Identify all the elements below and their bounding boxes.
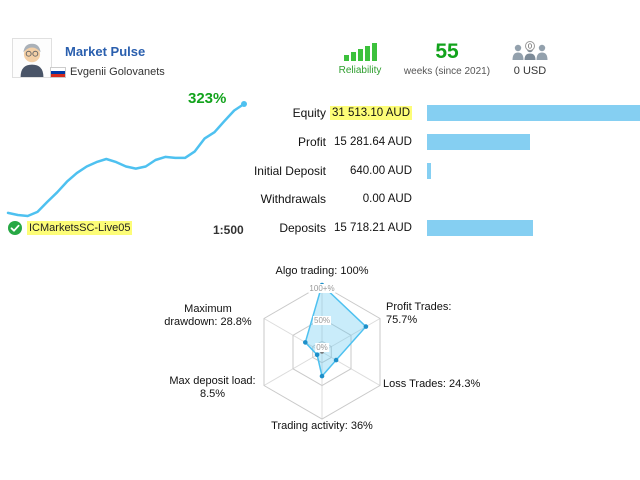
- stat-label: Initial Deposit: [253, 164, 326, 178]
- broker-name: ICMarketsSC-Live05: [27, 221, 133, 235]
- radar-label-maximum-drawdown: Maximum drawdown: 28.8%: [164, 303, 252, 328]
- radar-label-profit-trades: Profit Trades: 75.7%: [386, 301, 452, 326]
- radar-label-algo-trading: Algo trading: 100%: [275, 265, 369, 277]
- reliability-label: Reliability: [338, 65, 382, 76]
- stat-value: 640.00 AUD: [349, 165, 412, 177]
- subscribers-icon: 0: [512, 41, 548, 60]
- leverage-value: 1:500: [213, 223, 244, 237]
- stat-label: Withdrawals: [260, 192, 326, 206]
- stat-label: Deposits: [279, 221, 326, 235]
- price-block: 0 0 USD: [494, 41, 566, 77]
- radar-label-loss-trades: Loss Trades: 24.3%: [383, 378, 481, 390]
- reliability-indicator: Reliability: [333, 43, 387, 76]
- signal-title[interactable]: Market Pulse: [65, 44, 146, 59]
- subscribers-badge: 0: [528, 42, 532, 51]
- stat-label: Profit: [297, 135, 326, 149]
- stat-value: 15 281.64 AUD: [333, 136, 412, 148]
- radar-ring-label-0: 0%: [315, 343, 329, 352]
- author-name[interactable]: Evgenii Golovanets: [70, 66, 165, 78]
- stats-row-initial-deposit: Initial Deposit 640.00 AUD: [0, 162, 640, 180]
- verified-check-icon: [8, 221, 22, 235]
- price-label: 0 USD: [513, 65, 547, 77]
- stat-value: 0.00 AUD: [362, 193, 412, 205]
- weeks-count: 55: [435, 40, 459, 63]
- weeks-label: weeks (since 2021): [403, 66, 491, 77]
- radar-ring-label-100: 100+%: [308, 284, 336, 293]
- radar-ring-label-50: 50%: [312, 316, 332, 325]
- stat-bar: [427, 220, 640, 236]
- stats-row-profit: Profit 15 281.64 AUD: [0, 133, 640, 151]
- reliability-bars-icon: [333, 43, 387, 61]
- stat-bar: [427, 134, 640, 150]
- stat-label: Equity: [292, 106, 326, 120]
- stats-row-equity: Equity 31 513.10 AUD: [0, 104, 640, 122]
- stat-bar: [427, 105, 640, 121]
- stat-bar: [427, 163, 640, 179]
- growth-percent: 323%: [188, 90, 227, 107]
- radar-label-max-deposit-load: Max deposit load: 8.5%: [169, 375, 256, 400]
- stats-row-withdrawals: Withdrawals 0.00 AUD: [0, 190, 640, 208]
- stat-value: 15 718.21 AUD: [333, 222, 412, 234]
- stat-value: 31 513.10 AUD: [330, 106, 413, 120]
- russia-flag-icon: [50, 67, 66, 78]
- avatar-image: [13, 39, 51, 77]
- stat-bar: [427, 191, 640, 207]
- stats-row-deposits: Deposits 15 718.21 AUD: [0, 219, 640, 237]
- weeks-block: 55 weeks (since 2021): [403, 40, 491, 77]
- radar-label-trading-activity: Trading activity: 36%: [271, 420, 373, 432]
- broker-row: ICMarketsSC-Live05: [8, 221, 133, 235]
- growth-chart: [6, 101, 247, 218]
- avatar[interactable]: [12, 38, 52, 78]
